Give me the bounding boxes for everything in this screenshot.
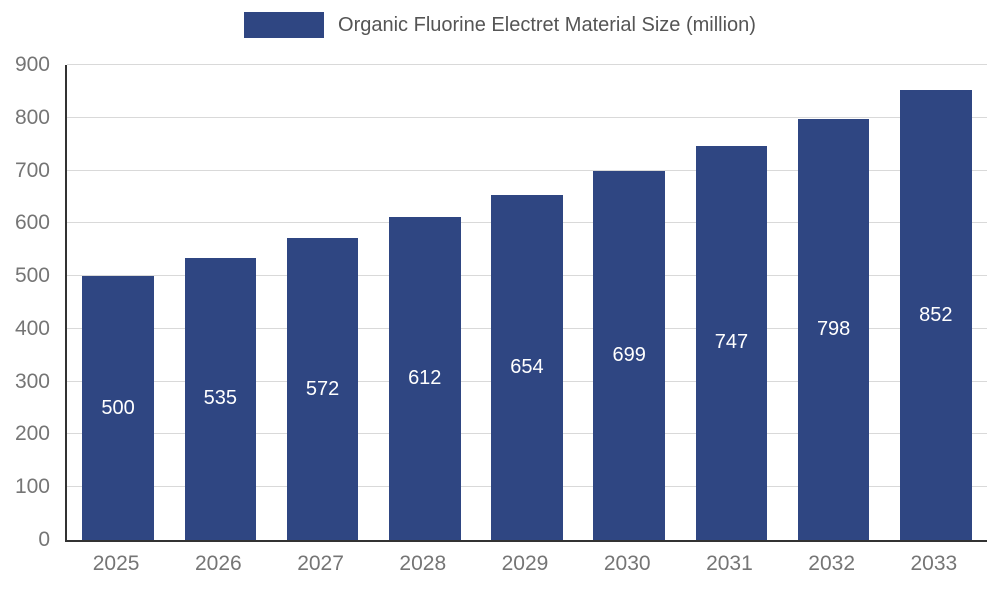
bar-slot: 500 bbox=[67, 65, 169, 540]
x-tick-label: 2025 bbox=[92, 552, 140, 575]
bar: 500 bbox=[82, 276, 154, 540]
bar: 852 bbox=[900, 90, 972, 540]
bar-value-label: 654 bbox=[510, 355, 544, 378]
x-tick-label: 2028 bbox=[399, 552, 447, 575]
bar-slot: 852 bbox=[885, 65, 987, 540]
y-tick-label: 800 bbox=[14, 105, 50, 129]
y-tick-label: 600 bbox=[14, 211, 50, 235]
y-tick-label: 300 bbox=[14, 369, 50, 393]
y-tick-label: 500 bbox=[14, 264, 50, 288]
bar-value-label: 572 bbox=[305, 377, 340, 400]
bar-slot: 747 bbox=[680, 65, 782, 540]
bar-value-label: 798 bbox=[816, 317, 851, 340]
bar-value-label: 852 bbox=[919, 303, 953, 326]
legend-label: Organic Fluorine Electret Material Size … bbox=[338, 13, 756, 36]
bar: 572 bbox=[286, 238, 359, 540]
bar-slot: 798 bbox=[783, 65, 885, 540]
x-tick-label: 2026 bbox=[194, 552, 242, 575]
gridline bbox=[67, 169, 987, 171]
y-tick-label: 100 bbox=[14, 475, 50, 499]
x-tick-label: 2029 bbox=[501, 552, 549, 575]
y-tick-label: 400 bbox=[14, 316, 50, 340]
bar: 535 bbox=[184, 257, 257, 540]
y-tick-label: 0 bbox=[38, 528, 50, 551]
bar-slot: 535 bbox=[169, 65, 271, 540]
gridline bbox=[67, 64, 987, 65]
x-tick-label: 2027 bbox=[297, 552, 344, 575]
bar: 654 bbox=[491, 194, 563, 540]
bar: 612 bbox=[388, 217, 461, 540]
x-tick-label: 2032 bbox=[808, 552, 855, 575]
bar-value-label: 612 bbox=[408, 367, 442, 389]
bar-slot: 654 bbox=[476, 65, 578, 540]
bar: 798 bbox=[797, 118, 870, 540]
x-tick-label: 2030 bbox=[603, 552, 651, 575]
y-tick-label: 200 bbox=[14, 422, 50, 446]
y-tick-label: 700 bbox=[14, 158, 50, 182]
gridline bbox=[67, 116, 987, 118]
x-axis-labels: 2025 2026 2027 2028 2029 2030 2031 2032 2033 bbox=[65, 552, 985, 576]
bar-slot: 699 bbox=[578, 65, 680, 540]
bar-value-label: 500 bbox=[101, 396, 135, 419]
plot-area: 500 535 572 612 654 699 747 798 852 bbox=[65, 64, 987, 542]
bar-slot: 612 bbox=[374, 65, 476, 540]
bar: 699 bbox=[593, 171, 665, 540]
bar-value-label: 747 bbox=[714, 331, 749, 354]
bar: 747 bbox=[695, 145, 768, 540]
bar-value-label: 699 bbox=[612, 344, 646, 367]
x-tick-label: 2033 bbox=[910, 552, 958, 575]
y-tick-label: 900 bbox=[14, 53, 50, 76]
y-axis-labels: 0 100 200 300 400 500 600 700 800 900 bbox=[0, 53, 58, 551]
legend: Organic Fluorine Electret Material Size … bbox=[0, 12, 1000, 38]
legend-swatch bbox=[244, 12, 325, 38]
bar-slot: 572 bbox=[271, 65, 373, 540]
bars-container: 500 535 572 612 654 699 747 798 852 bbox=[67, 65, 987, 540]
bar-value-label: 535 bbox=[203, 387, 237, 410]
x-tick-label: 2031 bbox=[706, 552, 753, 575]
